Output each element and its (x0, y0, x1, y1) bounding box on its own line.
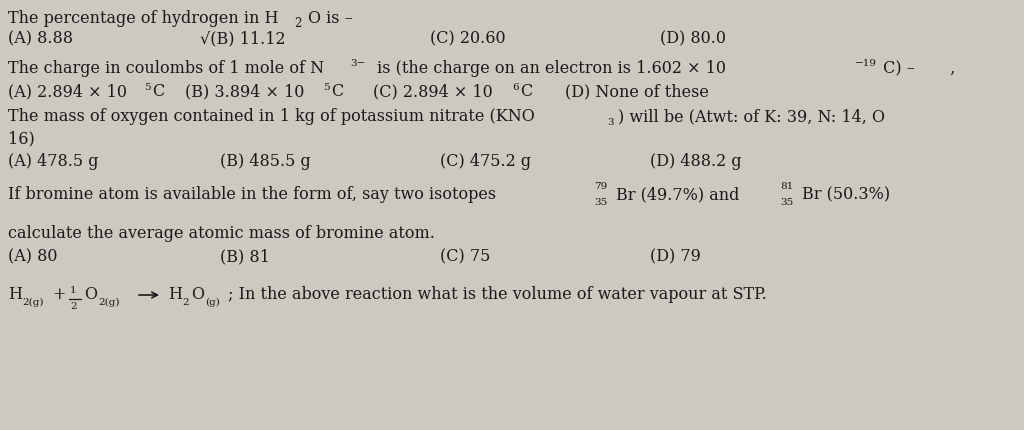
Text: 1: 1 (70, 286, 77, 294)
Text: 2: 2 (70, 301, 77, 310)
Text: The charge in coulombs of 1 mole of N: The charge in coulombs of 1 mole of N (8, 60, 325, 77)
Text: calculate the average atomic mass of bromine atom.: calculate the average atomic mass of bro… (8, 224, 435, 241)
Text: (C) 2.894 × 10: (C) 2.894 × 10 (373, 83, 493, 100)
Text: (B) 3.894 × 10: (B) 3.894 × 10 (185, 83, 304, 100)
Text: C: C (152, 83, 164, 100)
Text: (g): (g) (205, 297, 220, 306)
Text: 35: 35 (780, 197, 794, 206)
Text: (D) 488.2 g: (D) 488.2 g (650, 153, 741, 169)
Text: (D) 80.0: (D) 80.0 (660, 30, 726, 47)
Text: 3: 3 (607, 118, 613, 127)
Text: √(B) 11.12: √(B) 11.12 (200, 30, 286, 47)
Text: C: C (331, 83, 343, 100)
Text: (C) 20.60: (C) 20.60 (430, 30, 506, 47)
Text: ; In the above reaction what is the volume of water vapour at STP.: ; In the above reaction what is the volu… (228, 286, 767, 302)
Text: H: H (8, 286, 22, 302)
Text: −19: −19 (855, 59, 877, 68)
Text: O is –: O is – (308, 10, 352, 27)
Text: ,: , (940, 60, 955, 77)
Text: 6: 6 (512, 83, 518, 92)
Text: Br (49.7%) and: Br (49.7%) and (616, 186, 739, 203)
Text: C) –: C) – (878, 60, 914, 77)
Text: 79: 79 (594, 181, 607, 190)
Text: O: O (84, 286, 97, 302)
Text: +: + (52, 286, 66, 302)
Text: The percentage of hydrogen in H: The percentage of hydrogen in H (8, 10, 279, 27)
Text: (B) 485.5 g: (B) 485.5 g (220, 153, 310, 169)
Text: If bromine atom is available in the form of, say two isotopes: If bromine atom is available in the form… (8, 186, 496, 203)
Text: (A) 8.88: (A) 8.88 (8, 30, 73, 47)
Text: 2: 2 (182, 297, 188, 306)
Text: 35: 35 (594, 197, 607, 206)
Text: ) will be (Atwt: of K: 39, N: 14, O: ) will be (Atwt: of K: 39, N: 14, O (618, 108, 885, 125)
Text: 81: 81 (780, 181, 794, 190)
Text: 2(g): 2(g) (22, 297, 43, 306)
Text: (C) 75: (C) 75 (440, 247, 490, 264)
Text: (B) 81: (B) 81 (220, 247, 270, 264)
Text: 2: 2 (294, 17, 301, 30)
Text: (D) 79: (D) 79 (650, 247, 700, 264)
Text: 16): 16) (8, 130, 35, 147)
Text: 5: 5 (144, 83, 151, 92)
Text: C: C (520, 83, 532, 100)
Text: (A) 80: (A) 80 (8, 247, 57, 264)
Text: The mass of oxygen contained in 1 kg of potassium nitrate (KNO: The mass of oxygen contained in 1 kg of … (8, 108, 535, 125)
Text: 3−: 3− (350, 59, 366, 68)
Text: (A) 478.5 g: (A) 478.5 g (8, 153, 98, 169)
Text: 5: 5 (323, 83, 330, 92)
Text: 2(g): 2(g) (98, 297, 120, 306)
Text: is (the charge on an electron is 1.602 × 10: is (the charge on an electron is 1.602 ×… (372, 60, 726, 77)
Text: H: H (168, 286, 182, 302)
Text: (D) None of these: (D) None of these (565, 83, 709, 100)
Text: Br (50.3%): Br (50.3%) (802, 186, 890, 203)
Text: (A) 2.894 × 10: (A) 2.894 × 10 (8, 83, 127, 100)
Text: O: O (191, 286, 204, 302)
Text: (C) 475.2 g: (C) 475.2 g (440, 153, 531, 169)
